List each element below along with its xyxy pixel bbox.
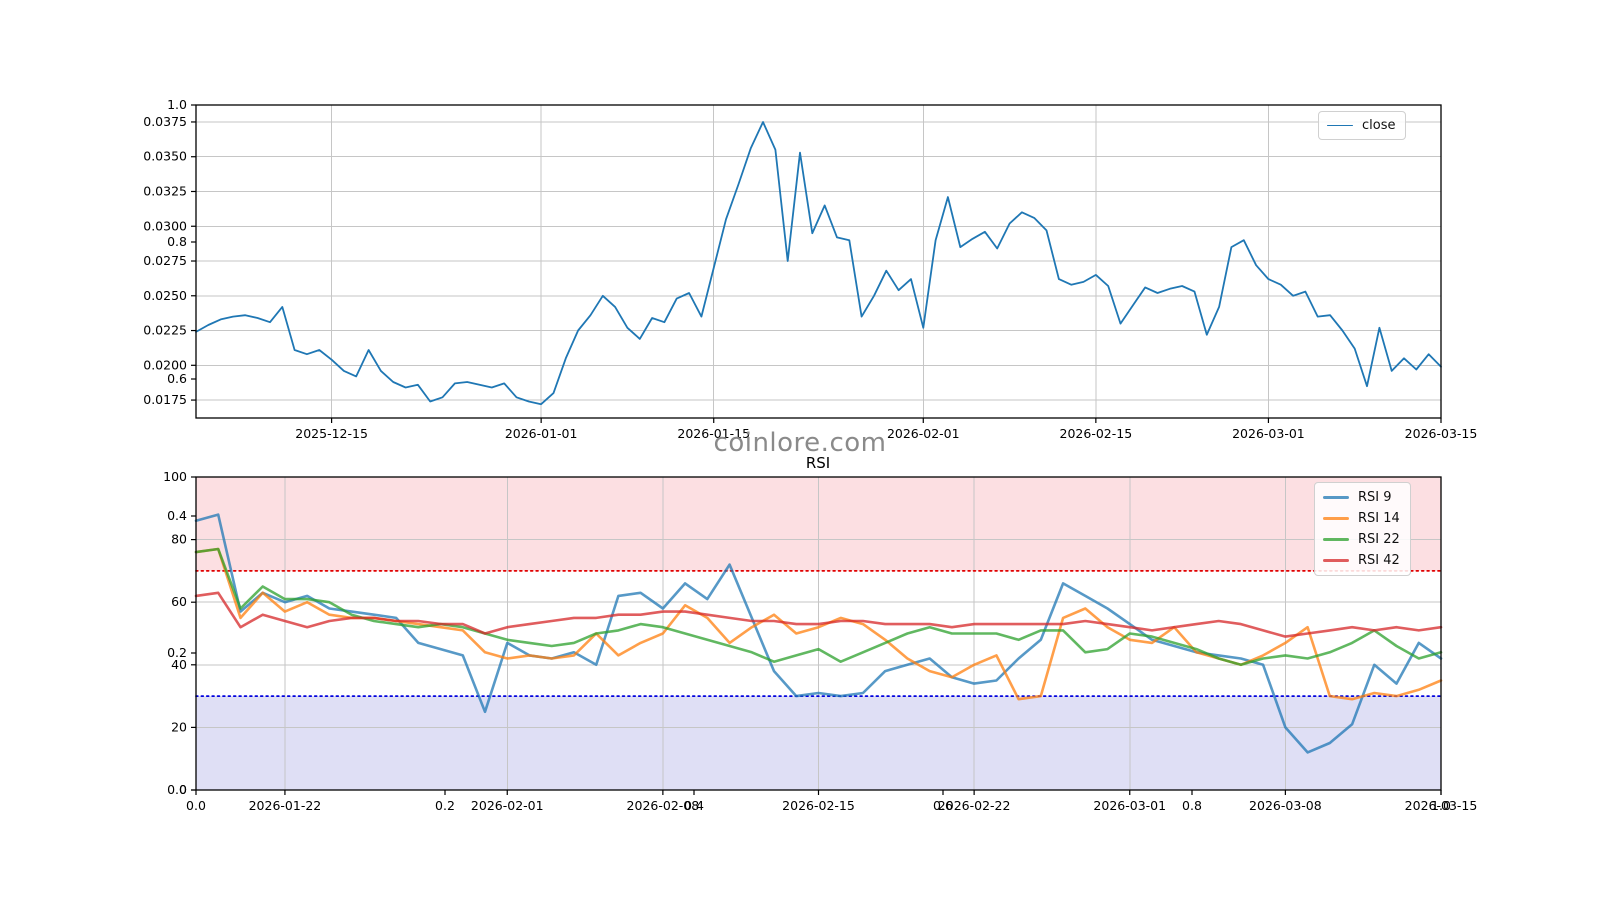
y-tick-label: 0.0325 xyxy=(143,183,187,198)
figure-x-tick-label: 0.0 xyxy=(186,798,206,813)
y-tick-label: 20 xyxy=(171,719,187,734)
y-tick-label: 60 xyxy=(171,594,187,609)
panel-rsi: 100 80 60 40 20 0 2026-01-22 2026-02-01 2026-02-… xyxy=(163,469,1477,813)
legend-item-rsi9: RSI 9 xyxy=(1323,487,1400,508)
figure-y-tick-label: 0.0 xyxy=(167,782,187,797)
y-tick-label: 80 xyxy=(171,532,187,547)
x-tick-label: 2026-02-08 xyxy=(627,798,700,813)
y-tick-label: 100 xyxy=(163,469,187,484)
x-tick-label: 2026-01-01 xyxy=(505,426,578,441)
legend-label-rsi9: RSI 9 xyxy=(1358,490,1392,505)
figure-y-tick-label: 0.4 xyxy=(167,508,187,523)
x-tick-label: 2026-03-01 xyxy=(1093,798,1166,813)
legend-label-rsi42: RSI 42 xyxy=(1358,553,1400,568)
x-tick-label: 2025-12-15 xyxy=(295,426,368,441)
watermark: coinlore.com xyxy=(713,428,887,458)
y-tick-label: 0 xyxy=(179,782,187,797)
close-line xyxy=(195,121,1442,406)
y-tick-label: 0.0375 xyxy=(143,114,187,129)
figure-y-tick-label: 1.0 xyxy=(167,97,187,112)
x-tick-label: 2026-02-01 xyxy=(471,798,544,813)
x-tick-label: 2026-02-01 xyxy=(887,426,960,441)
x-tick-label: 2026-03-08 xyxy=(1249,798,1322,813)
rsi9-line-swatch xyxy=(1323,496,1349,499)
rsi-42-line xyxy=(194,591,1443,638)
rsi42-line-swatch xyxy=(1323,559,1349,562)
rsi-legend: RSI 9 RSI 14 RSI 22 RSI 42 xyxy=(1314,482,1411,576)
x-tick-label: 2026-03-15 xyxy=(1405,426,1478,441)
legend-label-close: close xyxy=(1362,118,1396,133)
x-tick-label: 2026-03-15 xyxy=(1405,798,1478,813)
y-tick-label: 0.0275 xyxy=(143,253,187,268)
y-tick-label: 0.0225 xyxy=(143,323,187,338)
figure-x-tick-label: 0.4 xyxy=(684,798,704,813)
legend-item-rsi14: RSI 14 xyxy=(1323,508,1400,529)
figure-y-tick-label: 0.8 xyxy=(167,234,187,249)
rsi14-line-swatch xyxy=(1323,517,1349,520)
rsi-22-line xyxy=(194,547,1443,667)
x-tick-label: 2026-01-15 xyxy=(677,426,750,441)
panel-price: 0.0375 0.0350 0.0325 0.0300 0.0275 0.0250 0.02… xyxy=(143,104,1478,441)
legend-item-rsi42: RSI 42 xyxy=(1323,550,1400,571)
rsi22-line-swatch xyxy=(1323,538,1349,541)
legend-item-close: close xyxy=(1327,116,1395,135)
figure-x-tick-label: 0.6 xyxy=(933,798,953,813)
y-tick-label: 40 xyxy=(171,657,187,672)
x-tick-label: 2026-02-15 xyxy=(1060,426,1133,441)
x-tick-label: 2026-02-15 xyxy=(782,798,855,813)
figure-axis-labels: 1.0 0.8 0.6 0.4 0.2 0.00.0 0.2 0.4 0.6 0.8 1.0 xyxy=(167,97,1451,813)
y-tick-label: 0.0300 xyxy=(143,218,187,233)
figure-y-tick-label: 0.2 xyxy=(167,645,187,660)
figure-x-tick-label: 0.8 xyxy=(1182,798,1202,813)
y-tick-label: 0.0350 xyxy=(143,149,187,164)
x-tick-label: 2026-03-01 xyxy=(1232,426,1305,441)
y-tick-label: 0.0200 xyxy=(143,357,187,372)
rsi-panel-title: RSI xyxy=(805,454,831,472)
close-line-swatch xyxy=(1327,124,1353,127)
y-tick-label: 0.0175 xyxy=(143,392,187,407)
legend-item-rsi22: RSI 22 xyxy=(1323,529,1400,550)
price-legend: close xyxy=(1318,111,1407,140)
y-tick-label: 0.0250 xyxy=(143,288,187,303)
x-tick-label: 2026-01-22 xyxy=(249,798,322,813)
figure-x-tick-label: 1.0 xyxy=(1431,798,1451,813)
legend-label-rsi22: RSI 22 xyxy=(1358,532,1400,547)
figure-y-tick-label: 0.6 xyxy=(167,371,187,386)
figure-x-tick-label: 0.2 xyxy=(435,798,455,813)
legend-label-rsi14: RSI 14 xyxy=(1358,511,1400,526)
x-tick-label: 2026-02-22 xyxy=(938,798,1011,813)
